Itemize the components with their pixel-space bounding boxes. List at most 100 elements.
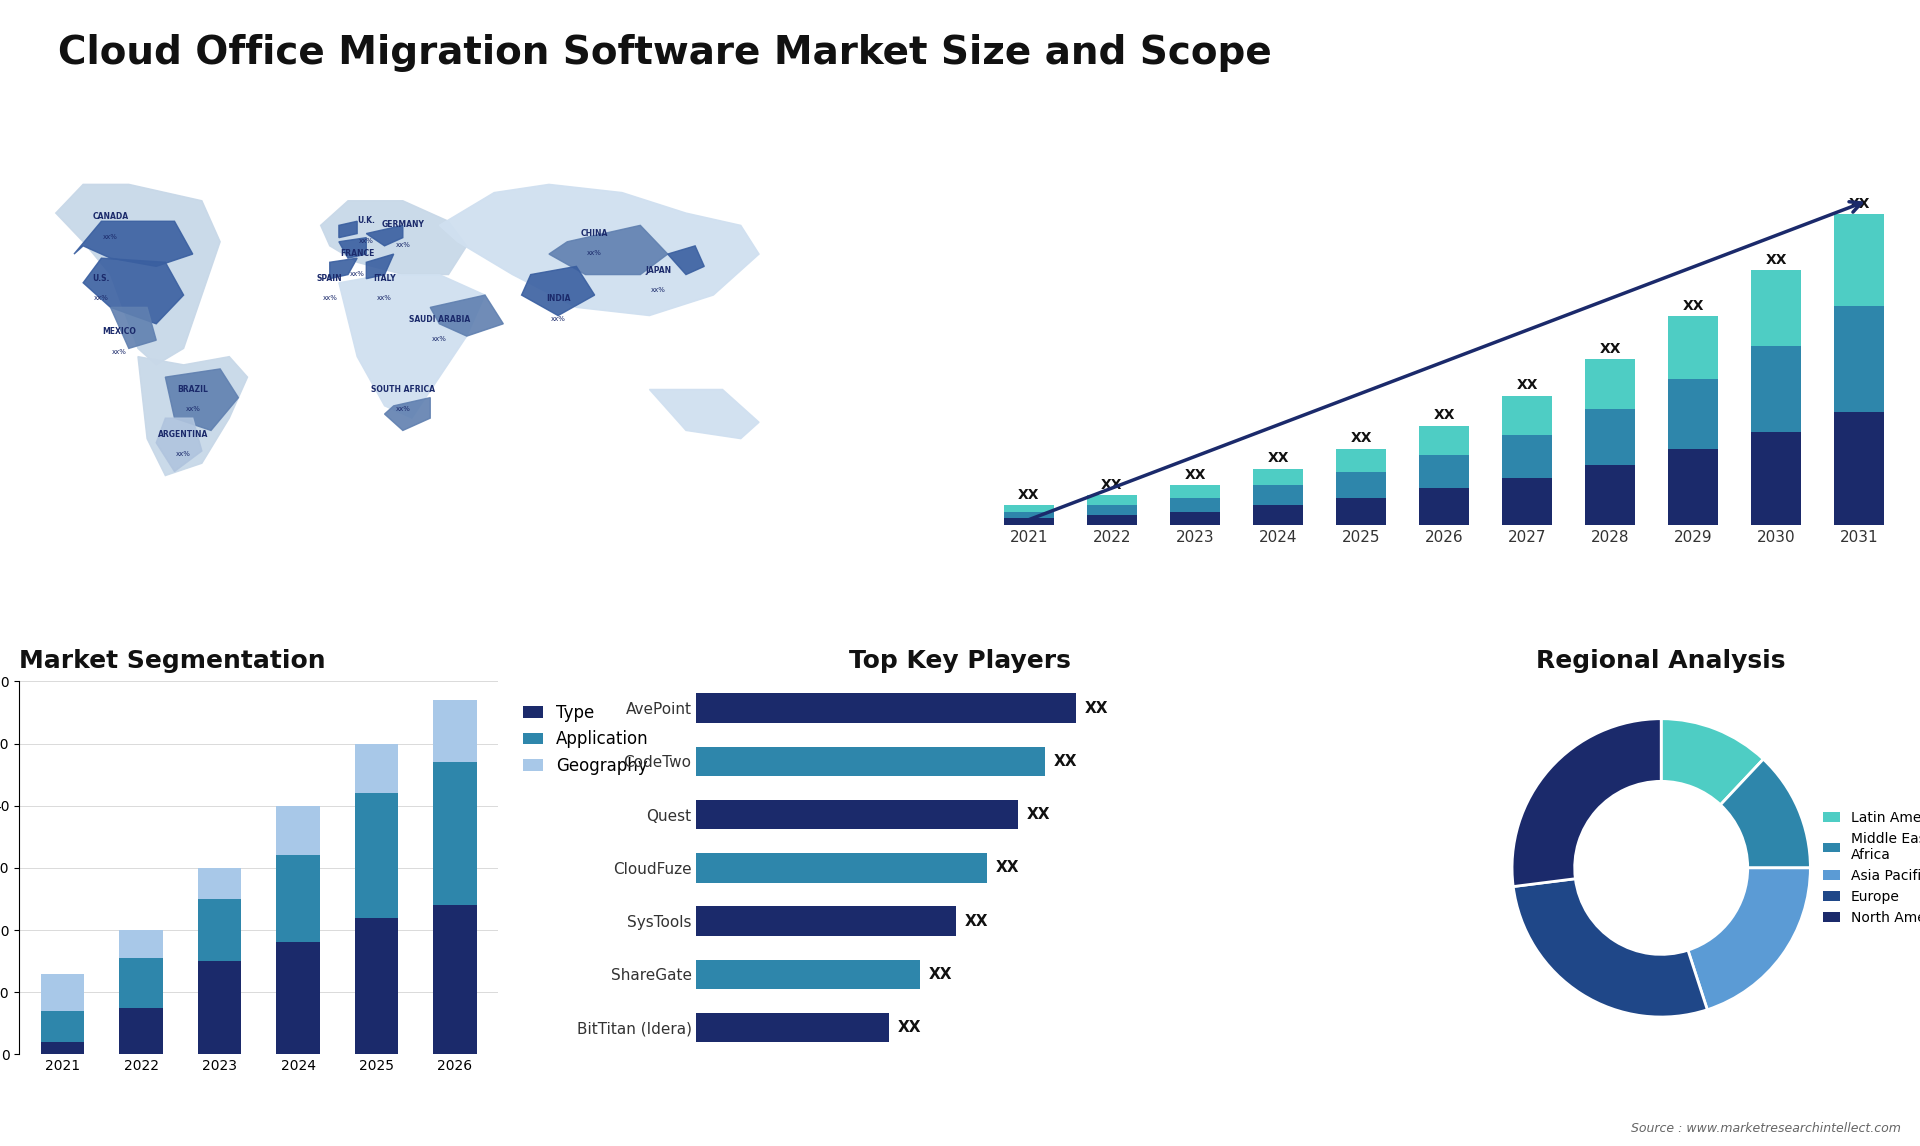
- Bar: [697, 747, 1044, 776]
- Text: xx%: xx%: [104, 234, 117, 240]
- Polygon shape: [340, 275, 486, 418]
- Wedge shape: [1513, 879, 1707, 1017]
- Polygon shape: [138, 356, 248, 476]
- Text: CANADA: CANADA: [92, 212, 129, 221]
- Bar: [1668, 379, 1718, 449]
- Text: Source : www.marketresearchintellect.com: Source : www.marketresearchintellect.com: [1630, 1122, 1901, 1135]
- Text: INDIA: INDIA: [545, 295, 570, 304]
- Bar: [198, 898, 242, 961]
- Text: ITALY: ITALY: [372, 274, 396, 283]
- Bar: [1501, 395, 1551, 435]
- Bar: [1254, 505, 1304, 525]
- Text: SOUTH AFRICA: SOUTH AFRICA: [371, 385, 434, 393]
- Polygon shape: [165, 369, 238, 431]
- Bar: [697, 800, 1018, 830]
- Text: xx%: xx%: [186, 406, 200, 413]
- Bar: [434, 762, 476, 905]
- Bar: [1004, 505, 1054, 511]
- Bar: [1419, 425, 1469, 455]
- Text: XX: XX: [1185, 468, 1206, 481]
- Title: Top Key Players: Top Key Players: [849, 649, 1071, 673]
- Bar: [355, 793, 397, 918]
- Text: SPAIN: SPAIN: [317, 274, 342, 283]
- Text: XX: XX: [929, 967, 952, 982]
- Text: XX: XX: [1849, 196, 1870, 211]
- Bar: [1834, 306, 1884, 413]
- Polygon shape: [330, 258, 357, 278]
- Bar: [1254, 469, 1304, 485]
- Bar: [1169, 511, 1219, 525]
- Bar: [119, 958, 163, 1007]
- Polygon shape: [440, 185, 758, 315]
- Bar: [119, 1007, 163, 1054]
- Bar: [1087, 515, 1137, 525]
- Text: xx%: xx%: [432, 336, 447, 343]
- Bar: [697, 854, 987, 882]
- Text: XX: XX: [897, 1020, 922, 1035]
- Text: xx%: xx%: [551, 316, 566, 322]
- Text: XX: XX: [1350, 431, 1371, 446]
- Bar: [1419, 455, 1469, 488]
- Polygon shape: [649, 390, 758, 439]
- Polygon shape: [384, 398, 430, 431]
- Bar: [1586, 465, 1636, 525]
- Polygon shape: [75, 221, 192, 266]
- Bar: [697, 959, 920, 989]
- Polygon shape: [367, 254, 394, 278]
- Text: XX: XX: [1434, 408, 1455, 422]
- Bar: [198, 868, 242, 898]
- Polygon shape: [83, 258, 184, 324]
- Bar: [1087, 505, 1137, 515]
- Text: SAUDI ARABIA: SAUDI ARABIA: [409, 315, 470, 324]
- Text: XX: XX: [996, 861, 1020, 876]
- Text: xx%: xx%: [376, 296, 392, 301]
- Polygon shape: [340, 237, 367, 258]
- Bar: [40, 1042, 84, 1054]
- Bar: [1169, 499, 1219, 511]
- Bar: [1336, 499, 1386, 525]
- Wedge shape: [1661, 719, 1763, 804]
- Bar: [1087, 495, 1137, 505]
- Bar: [1751, 270, 1801, 346]
- Text: JAPAN: JAPAN: [645, 266, 672, 275]
- Text: xx%: xx%: [323, 296, 338, 301]
- Wedge shape: [1688, 868, 1811, 1010]
- Text: XX: XX: [1102, 478, 1123, 492]
- Bar: [1834, 214, 1884, 306]
- Text: CHINA: CHINA: [582, 229, 609, 237]
- Text: GERMANY: GERMANY: [382, 220, 424, 229]
- Text: XX: XX: [1085, 700, 1108, 715]
- Text: xx%: xx%: [396, 242, 411, 248]
- Bar: [1586, 409, 1636, 465]
- Polygon shape: [56, 185, 221, 364]
- Bar: [119, 931, 163, 958]
- Legend: Type, Application, Geography: Type, Application, Geography: [516, 697, 655, 782]
- Bar: [1336, 449, 1386, 472]
- Text: XX: XX: [1682, 299, 1703, 313]
- Text: XX: XX: [964, 913, 989, 928]
- Polygon shape: [668, 246, 705, 275]
- Text: xx%: xx%: [651, 286, 666, 293]
- Polygon shape: [430, 295, 503, 336]
- Text: XX: XX: [1054, 754, 1077, 769]
- Bar: [1419, 488, 1469, 525]
- Bar: [355, 744, 397, 793]
- Text: Cloud Office Migration Software Market Size and Scope: Cloud Office Migration Software Market S…: [58, 34, 1271, 72]
- Text: Market Segmentation: Market Segmentation: [19, 649, 326, 673]
- Wedge shape: [1513, 719, 1661, 887]
- Bar: [1751, 346, 1801, 432]
- Text: XX: XX: [1599, 343, 1620, 356]
- Bar: [434, 700, 476, 762]
- Polygon shape: [522, 266, 595, 315]
- Bar: [355, 918, 397, 1054]
- Text: xx%: xx%: [359, 238, 374, 244]
- Polygon shape: [321, 201, 467, 275]
- Text: xx%: xx%: [588, 250, 603, 256]
- Text: BRAZIL: BRAZIL: [177, 385, 207, 393]
- Title: Regional Analysis: Regional Analysis: [1536, 649, 1786, 673]
- Bar: [276, 942, 319, 1054]
- Bar: [697, 906, 956, 936]
- Bar: [276, 855, 319, 942]
- Bar: [1751, 432, 1801, 525]
- Polygon shape: [111, 307, 156, 348]
